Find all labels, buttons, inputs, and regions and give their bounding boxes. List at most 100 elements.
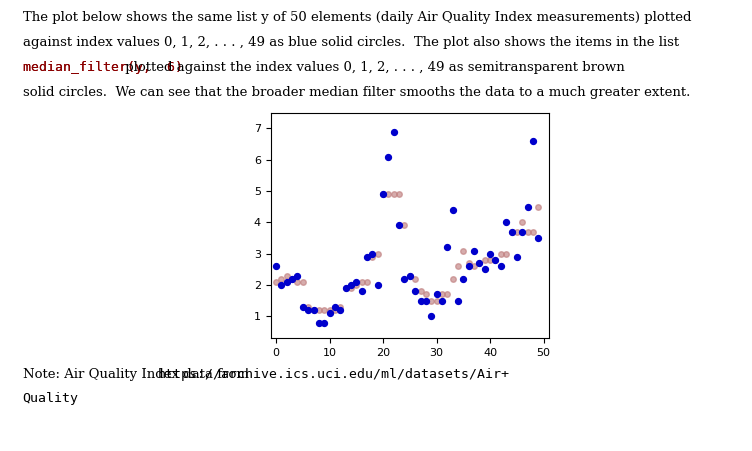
Point bbox=[441, 291, 453, 298]
Point bbox=[457, 247, 469, 254]
Point bbox=[495, 262, 507, 270]
Point bbox=[340, 285, 352, 292]
Point bbox=[292, 272, 304, 279]
Text: Quality: Quality bbox=[23, 392, 78, 405]
Point bbox=[452, 297, 464, 304]
Point bbox=[414, 288, 426, 295]
Point bbox=[474, 259, 486, 267]
Text: median_filter(y,  6): median_filter(y, 6) bbox=[23, 61, 183, 74]
Point bbox=[366, 250, 378, 257]
Point bbox=[302, 307, 314, 314]
Point bbox=[420, 291, 432, 298]
Point bbox=[516, 228, 528, 235]
Point bbox=[462, 262, 475, 270]
Text: solid circles.  We can see that the broader median filter smooths the data to a : solid circles. We can see that the broad… bbox=[23, 86, 690, 99]
Point bbox=[371, 250, 384, 257]
Point bbox=[468, 262, 480, 270]
Point bbox=[329, 307, 341, 314]
Point bbox=[297, 278, 309, 285]
Point bbox=[329, 304, 341, 311]
Point bbox=[404, 272, 416, 279]
Point bbox=[297, 304, 309, 311]
Point bbox=[345, 285, 357, 292]
Point bbox=[371, 281, 384, 289]
Point bbox=[399, 222, 411, 229]
Point bbox=[377, 191, 389, 198]
Point bbox=[280, 272, 293, 279]
Point bbox=[474, 259, 486, 267]
Point bbox=[388, 128, 400, 135]
Point bbox=[500, 219, 512, 226]
Point bbox=[468, 247, 480, 254]
Point bbox=[313, 307, 325, 314]
Point bbox=[490, 256, 502, 263]
Point bbox=[292, 278, 304, 285]
Text: median_filter(y,  6): median_filter(y, 6) bbox=[23, 61, 183, 74]
Point bbox=[334, 304, 346, 311]
Point bbox=[452, 262, 464, 270]
Point bbox=[345, 281, 357, 289]
Point bbox=[436, 297, 448, 304]
Point bbox=[522, 228, 534, 235]
Point bbox=[334, 307, 346, 314]
Point bbox=[409, 275, 421, 282]
Point bbox=[441, 244, 453, 251]
Point bbox=[527, 228, 539, 235]
Text: plotted against the index values 0, 1, 2, . . . , 49 as semitransparent brown: plotted against the index values 0, 1, 2… bbox=[121, 61, 625, 74]
Text: https://archive.ics.uci.edu/ml/datasets/Air+: https://archive.ics.uci.edu/ml/datasets/… bbox=[158, 368, 510, 381]
Point bbox=[484, 256, 496, 263]
Point bbox=[361, 253, 373, 260]
Point bbox=[383, 191, 395, 198]
Point bbox=[495, 250, 507, 257]
Point bbox=[356, 288, 368, 295]
Point bbox=[516, 219, 528, 226]
Point bbox=[522, 203, 534, 210]
Point bbox=[270, 262, 282, 270]
Point bbox=[323, 309, 335, 317]
Point bbox=[431, 297, 443, 304]
Point bbox=[318, 307, 330, 314]
Text: The plot below shows the same list y of 50 elements (daily Air Quality Index mea: The plot below shows the same list y of … bbox=[23, 11, 691, 24]
Point bbox=[505, 228, 517, 235]
Point bbox=[286, 275, 298, 282]
Point bbox=[308, 307, 320, 314]
Point bbox=[490, 256, 502, 263]
Point bbox=[393, 191, 405, 198]
Point bbox=[340, 285, 352, 292]
Point bbox=[275, 281, 287, 289]
Point bbox=[420, 297, 432, 304]
Point bbox=[302, 304, 314, 311]
Text: against index values 0, 1, 2, . . . , 49 as blue solid circles.  The plot also s: against index values 0, 1, 2, . . . , 49… bbox=[23, 36, 679, 49]
Point bbox=[511, 253, 523, 260]
Point bbox=[308, 307, 320, 314]
Point bbox=[425, 297, 437, 304]
Point bbox=[447, 275, 459, 282]
Point bbox=[479, 266, 491, 273]
Point bbox=[383, 153, 395, 160]
Point bbox=[436, 291, 448, 298]
Point bbox=[350, 278, 362, 285]
Point bbox=[447, 206, 459, 213]
Point bbox=[500, 250, 512, 257]
Point bbox=[275, 275, 287, 282]
Point bbox=[505, 228, 517, 235]
Point bbox=[356, 278, 368, 285]
Point bbox=[313, 319, 325, 326]
Point bbox=[350, 281, 362, 289]
Point bbox=[527, 137, 539, 144]
Point bbox=[404, 272, 416, 279]
Point bbox=[431, 291, 443, 298]
Point bbox=[388, 191, 400, 198]
Point bbox=[270, 278, 282, 285]
Point bbox=[532, 203, 544, 210]
Point bbox=[280, 278, 293, 285]
Point bbox=[484, 250, 496, 257]
Point bbox=[479, 256, 491, 263]
Point bbox=[409, 288, 421, 295]
Text: Note: Air Quality Index data from: Note: Air Quality Index data from bbox=[23, 368, 253, 381]
Point bbox=[457, 275, 469, 282]
Point bbox=[318, 319, 330, 326]
Point bbox=[532, 235, 544, 242]
Text: median_filter(y,  6) plotted against the index values 0, 1, 2, . . . , 49 as sem: median_filter(y, 6) plotted against the … bbox=[23, 61, 652, 74]
Point bbox=[511, 228, 523, 235]
